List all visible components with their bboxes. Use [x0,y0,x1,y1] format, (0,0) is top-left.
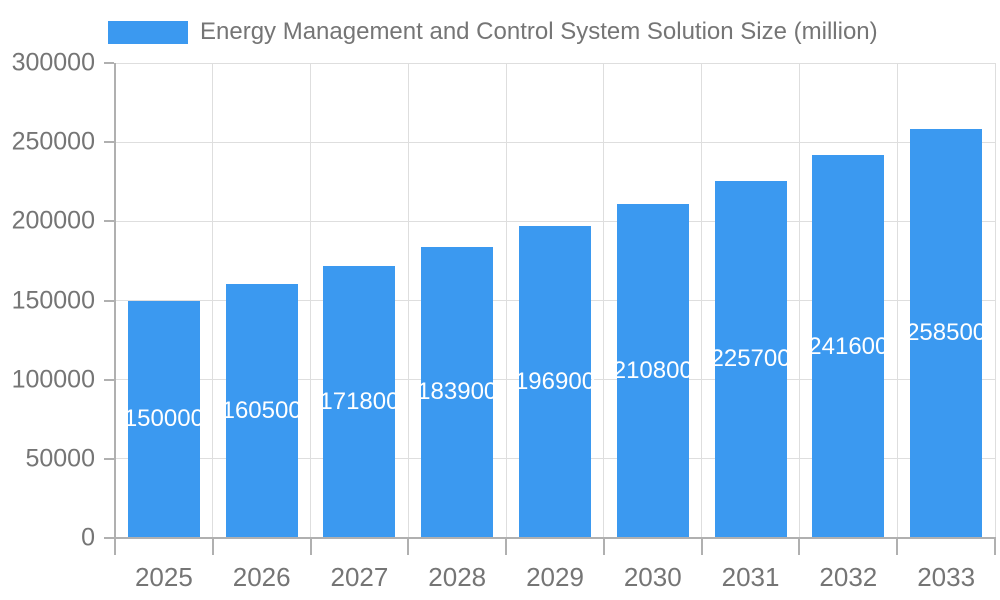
x-axis-tick [700,539,703,555]
x-tick-label: 2030 [623,562,682,592]
x-gridline [798,63,800,538]
x-axis-line [114,537,996,539]
bar [127,300,200,538]
x-axis-tick [211,539,214,555]
y-tick-label: 150000 [11,286,95,314]
y-gridline [115,220,995,222]
legend-swatch [108,20,188,44]
x-axis-tick [114,539,116,555]
x-tick-label: 2029 [526,562,584,592]
y-tick-label: 100000 [11,365,95,394]
x-tick-label: 2028 [428,562,487,592]
bar-value-label: 196900 [514,368,596,396]
x-tick-label: 2033 [917,562,976,592]
x-tick-label: 2025 [134,562,193,592]
bar-value-label: 160500 [221,396,302,424]
x-gridline [896,63,898,538]
y-axis-tick [104,299,114,302]
bar [910,128,983,538]
bar [421,246,494,538]
y-axis-tick [104,378,114,381]
y-gridline [115,141,995,143]
x-gridline [603,63,605,538]
y-gridline [115,62,995,64]
bar [714,180,787,538]
x-axis-tick [505,539,508,555]
x-gridline [994,63,996,538]
bar [812,155,885,538]
bar-value-label: 210800 [612,357,693,385]
x-axis-tick [309,539,312,555]
x-tick-label: 2031 [721,562,780,592]
x-gridline [212,63,214,538]
y-tick-label: 0 [81,523,95,552]
y-axis-line [114,63,116,540]
bar-value-label: 150000 [123,405,204,433]
bar-value-label: 258500 [906,319,987,347]
x-axis-tick [798,539,801,555]
bar [225,283,298,538]
y-tick-label: 250000 [11,127,95,156]
legend-label: Energy Management and Control System Sol… [200,18,878,45]
y-tick-label: 50000 [25,444,95,473]
y-axis-tick [104,537,114,539]
x-gridline [701,63,703,538]
x-tick-label: 2032 [819,562,878,592]
x-axis-tick [602,539,605,555]
bar [323,265,396,538]
bar-value-label: 225700 [710,345,791,373]
bar-value-label: 241600 [808,332,889,360]
bar-value-label: 183900 [417,378,498,406]
x-axis-tick [994,539,996,555]
y-tick-label: 300000 [11,48,95,77]
legend-item[interactable]: Energy Management and Control System Sol… [108,16,878,48]
x-axis-tick [896,539,899,555]
y-axis-tick [104,141,114,144]
bar [616,204,689,538]
x-tick-label: 2027 [330,562,389,592]
bar [519,226,591,538]
y-axis-tick [104,457,114,460]
x-axis-tick [407,539,410,555]
x-tick-label: 2026 [232,562,291,592]
y-tick-label: 200000 [11,206,95,235]
bar-value-label: 171800 [319,387,400,415]
x-gridline [505,63,507,538]
y-axis-tick [104,62,114,64]
y-axis-tick [104,220,114,223]
x-gridline [407,63,409,538]
x-gridline [310,63,312,538]
